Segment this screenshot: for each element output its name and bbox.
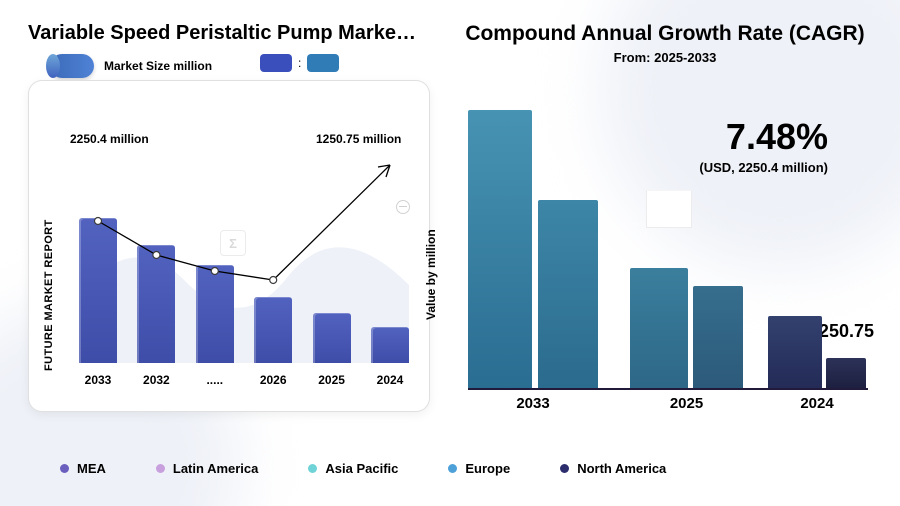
right-chart-plot: 1250.75 203320252024 <box>468 100 868 390</box>
left-bar <box>196 265 234 363</box>
region-legend: MEA Latin America Asia Pacific Europe North … <box>60 461 870 476</box>
region-label: MEA <box>77 461 106 476</box>
region-dot-icon <box>156 464 165 473</box>
right-bar <box>468 110 532 388</box>
region-dot-icon <box>60 464 69 473</box>
swatch-a <box>260 54 292 72</box>
from-line: From: 2025-2033 <box>450 50 880 65</box>
axis-left-label: FUTURE MARKET REPORT <box>43 219 55 371</box>
right-x-label: 2033 <box>516 395 549 412</box>
right-chart-title: Compound Annual Growth Rate (CAGR) <box>450 22 880 46</box>
right-x-label: 2025 <box>670 395 703 412</box>
annotation-high: 2250.4 million <box>70 132 149 146</box>
right-bar <box>693 286 743 388</box>
right-bar <box>826 358 866 388</box>
circle-ghost-icon <box>396 200 410 214</box>
left-x-axis: 2033 2032..... 2026 2025 2024 <box>79 373 409 393</box>
legend-swatch-pair: : <box>260 54 339 72</box>
swatch-colon: : <box>298 56 301 70</box>
region-legend-item: Latin America <box>156 461 259 476</box>
left-bar <box>371 327 409 363</box>
region-label: Asia Pacific <box>325 461 398 476</box>
region-label: Europe <box>465 461 510 476</box>
ghost-box-icon <box>646 190 692 228</box>
left-bar <box>79 218 117 363</box>
swatch-b <box>307 54 339 72</box>
region-legend-item: North America <box>560 461 666 476</box>
left-x-label: 2032 <box>143 373 170 387</box>
left-bar <box>137 245 175 363</box>
from-label: From: <box>614 50 651 65</box>
region-legend-item: Asia Pacific <box>308 461 398 476</box>
legend-marketsize-label: Market Size million <box>104 59 212 73</box>
region-label: Latin America <box>173 461 259 476</box>
region-dot-icon <box>560 464 569 473</box>
region-legend-item: MEA <box>60 461 106 476</box>
region-legend-item: Europe <box>448 461 510 476</box>
sigma-ghost-icon: Σ <box>220 230 246 256</box>
left-x-label: ..... <box>206 373 223 387</box>
annotation-low: 1250.75 million <box>316 132 401 146</box>
left-bar <box>313 313 351 363</box>
legend-marketsize: Market Size million <box>50 54 212 78</box>
region-dot-icon <box>448 464 457 473</box>
right-bar <box>538 200 598 388</box>
from-range: 2025-2033 <box>654 50 716 65</box>
left-x-label: 2025 <box>318 373 345 387</box>
left-chart-title: Variable Speed Peristaltic Pump Marke… <box>28 22 448 45</box>
cylinder-icon <box>50 54 94 78</box>
left-bar <box>254 297 292 363</box>
region-label: North America <box>577 461 666 476</box>
right-x-label: 2024 <box>800 395 833 412</box>
right-bar <box>768 316 822 388</box>
left-x-label: 2026 <box>260 373 287 387</box>
right-bar <box>630 268 688 388</box>
left-x-label: 2033 <box>85 373 112 387</box>
region-dot-icon <box>308 464 317 473</box>
axis-right-label: Value by million <box>424 229 438 320</box>
chart-canvas: Variable Speed Peristaltic Pump Marke… M… <box>0 0 900 506</box>
left-x-label: 2024 <box>377 373 404 387</box>
